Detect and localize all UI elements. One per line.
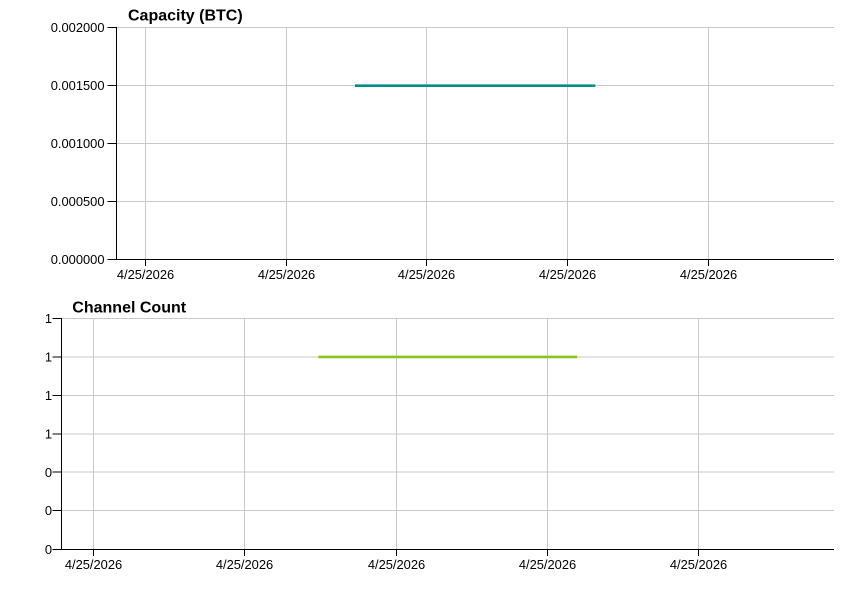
svg-text:Channel Count: Channel Count xyxy=(72,300,186,317)
svg-text:4/25/2026: 4/25/2026 xyxy=(65,557,122,572)
svg-text:Capacity (BTC): Capacity (BTC) xyxy=(128,8,243,25)
svg-text:4/25/2026: 4/25/2026 xyxy=(368,557,425,572)
svg-text:4/25/2026: 4/25/2026 xyxy=(680,267,737,282)
svg-text:4/25/2026: 4/25/2026 xyxy=(519,557,576,572)
svg-text:4/25/2026: 4/25/2026 xyxy=(216,557,273,572)
svg-text:1: 1 xyxy=(45,388,52,403)
svg-text:0: 0 xyxy=(45,542,52,557)
svg-text:0.000500: 0.000500 xyxy=(51,194,105,209)
svg-text:4/25/2026: 4/25/2026 xyxy=(670,557,727,572)
svg-text:0.000000: 0.000000 xyxy=(51,252,105,267)
svg-text:0.001000: 0.001000 xyxy=(51,136,105,151)
svg-text:1: 1 xyxy=(45,311,52,326)
svg-text:0.002000: 0.002000 xyxy=(51,20,105,35)
svg-text:4/25/2026: 4/25/2026 xyxy=(117,267,174,282)
svg-text:0.001500: 0.001500 xyxy=(51,78,105,93)
svg-text:1: 1 xyxy=(45,350,52,365)
svg-text:1: 1 xyxy=(45,426,52,441)
svg-text:4/25/2026: 4/25/2026 xyxy=(539,267,596,282)
svg-text:0: 0 xyxy=(45,465,52,480)
svg-text:0: 0 xyxy=(45,503,52,518)
svg-text:4/25/2026: 4/25/2026 xyxy=(258,267,315,282)
svg-text:4/25/2026: 4/25/2026 xyxy=(398,267,455,282)
